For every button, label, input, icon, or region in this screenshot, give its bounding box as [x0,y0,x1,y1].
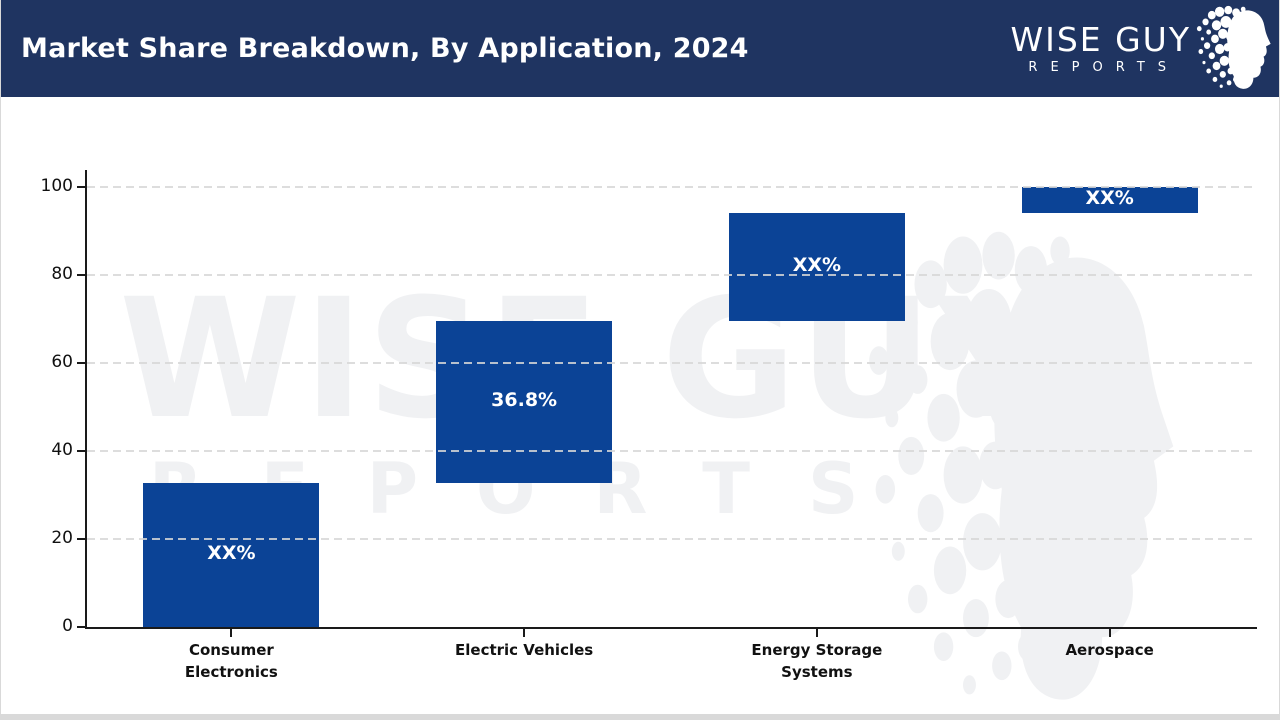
wise-guy-logo: WISE GUY REPORTS [1010,5,1273,93]
logo-name-text: WISE GUY [1010,19,1191,59]
x-category-label: Energy Storage Systems [751,641,883,681]
gridline-60 [87,362,1256,364]
x-tick-mark [523,629,526,637]
gridline-20 [87,538,1256,540]
logo-wordmark: WISE GUY REPORTS [1010,23,1191,75]
page-title: Market Share Breakdown, By Application, … [21,33,749,64]
y-tick-label: 80 [51,264,73,284]
logo-sub-text: REPORTS [1028,59,1180,75]
bar-value-label: 36.8% [491,389,558,412]
x-tick-mark [1108,629,1111,637]
gridline-80 [87,274,1256,276]
bar-electric-vehicles [436,321,613,484]
y-tick-label: 100 [40,176,73,196]
y-tick-label: 20 [51,528,73,548]
bottom-border-strip [1,714,1279,720]
x-axis [85,627,1257,629]
y-tick-mark [77,626,85,628]
y-tick-mark [77,362,85,364]
header-banner: Market Share Breakdown, By Application, … [1,0,1279,97]
x-category-label: Consumer Electronics [184,641,278,681]
x-tick-mark [815,629,818,637]
y-tick-mark [77,450,85,452]
x-category-label: Aerospace [1065,641,1154,659]
bar-value-label: XX% [1085,187,1134,210]
y-axis [85,170,87,629]
y-tick-mark [77,186,85,188]
bar-consumer-electronics [143,483,320,627]
y-tick-mark [77,538,85,540]
gridline-40 [87,450,1256,452]
y-tick-label: 40 [51,440,73,460]
y-tick-mark [77,274,85,276]
bar-aerospace [1021,187,1198,214]
logo-head-icon [1196,5,1271,89]
gridline-100 [87,186,1256,188]
y-tick-label: 0 [62,616,73,636]
y-tick-label: 60 [51,352,73,372]
bar-value-label: XX% [792,254,842,277]
x-category-label: Electric Vehicles [455,641,594,659]
bar-value-label: XX% [207,542,256,565]
x-tick-mark [230,629,233,637]
